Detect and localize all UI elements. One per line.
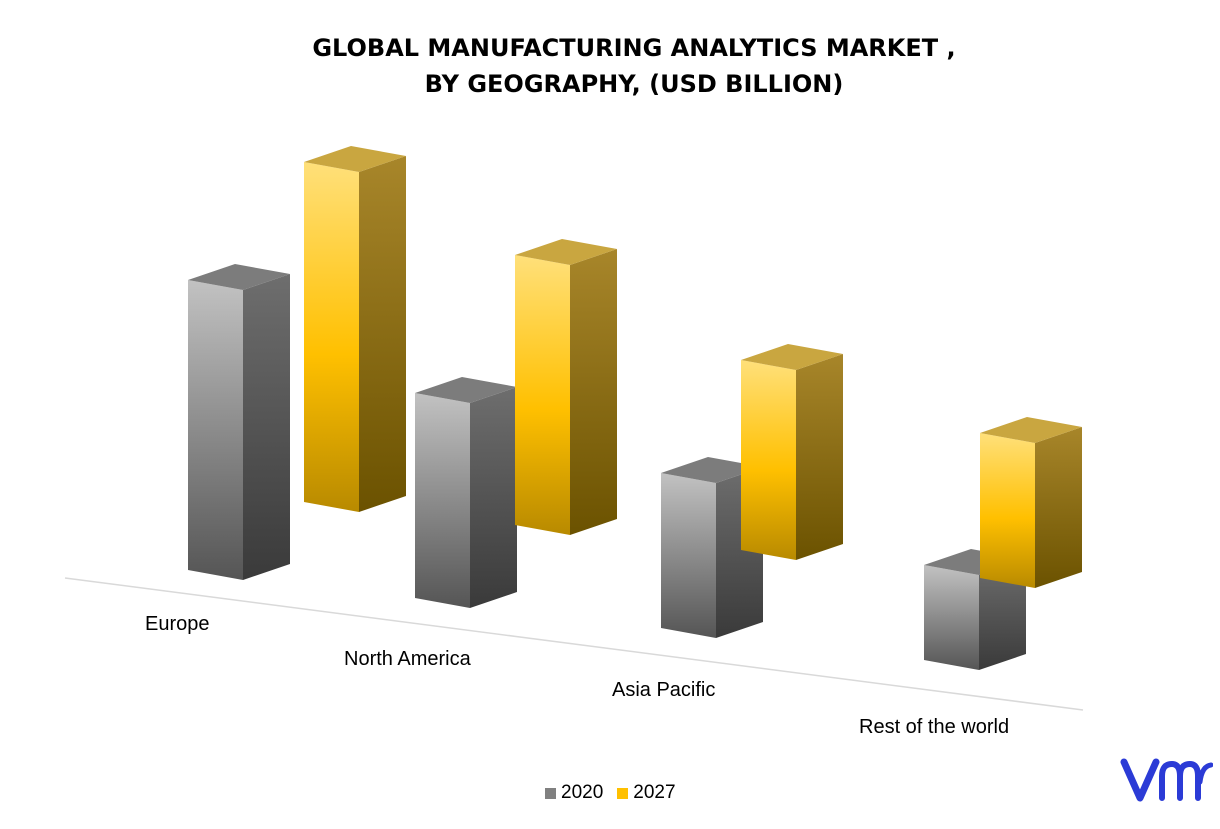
bar-front-face bbox=[188, 280, 243, 580]
bar-side-face bbox=[570, 249, 617, 535]
bar-north-america-2020 bbox=[415, 377, 517, 608]
bar-front-face bbox=[415, 393, 470, 608]
bar-side-face bbox=[1035, 427, 1082, 588]
category-label-north-america: North America bbox=[344, 648, 471, 670]
bar-top-face bbox=[188, 264, 290, 290]
legend: 2020 2027 bbox=[545, 782, 690, 804]
category-label-rest-of-the-world: Rest of the world bbox=[859, 716, 1010, 738]
bar-front-face bbox=[661, 473, 716, 638]
bar-front-face bbox=[741, 360, 796, 560]
bar-side-face bbox=[359, 156, 406, 512]
bar-north-america-2027 bbox=[515, 239, 617, 535]
bar-top-face bbox=[304, 146, 406, 172]
legend-swatch-2027 bbox=[617, 787, 629, 799]
bar-asia-pacific-2027 bbox=[741, 344, 843, 560]
legend-swatch-2020 bbox=[545, 787, 556, 799]
bar-top-face bbox=[661, 457, 763, 483]
bar-side-face bbox=[979, 559, 1026, 670]
bar-top-face bbox=[415, 377, 517, 403]
bar-top-face bbox=[515, 239, 617, 265]
bar-front-face bbox=[924, 565, 979, 670]
bar-front-face bbox=[515, 255, 570, 535]
bar-top-face bbox=[980, 417, 1082, 443]
legend-item-2020: 2020 bbox=[545, 782, 603, 804]
bar-side-face bbox=[243, 274, 290, 580]
category-label-europe: Europe bbox=[145, 613, 210, 635]
legend-item-2027: 2027 bbox=[617, 782, 676, 804]
bar-europe-2020 bbox=[188, 264, 290, 580]
chart-title-line-1: GLOBAL MANUFACTURING ANALYTICS MARKET , bbox=[312, 34, 956, 62]
bar-europe-2027 bbox=[304, 146, 406, 512]
legend-label-2020: 2020 bbox=[561, 782, 604, 803]
bar-side-face bbox=[470, 387, 517, 608]
chart-title-line-2: BY GEOGRAPHY, (USD BILLION) bbox=[424, 70, 844, 98]
category-label-asia-pacific: Asia Pacific bbox=[612, 679, 716, 701]
bar-front-face bbox=[980, 433, 1035, 588]
bar-side-face bbox=[796, 354, 843, 560]
floor-line bbox=[64, 577, 1084, 711]
bar-top-face bbox=[741, 344, 843, 370]
bar-rest-of-the-world-2027 bbox=[980, 417, 1082, 588]
vmr-logo: vmr bbox=[1120, 758, 1213, 802]
bar-front-face bbox=[304, 162, 359, 512]
chart-title: GLOBAL MANUFACTURING ANALYTICS MARKET , … bbox=[0, 30, 1220, 102]
legend-label-2027: 2027 bbox=[633, 782, 676, 803]
